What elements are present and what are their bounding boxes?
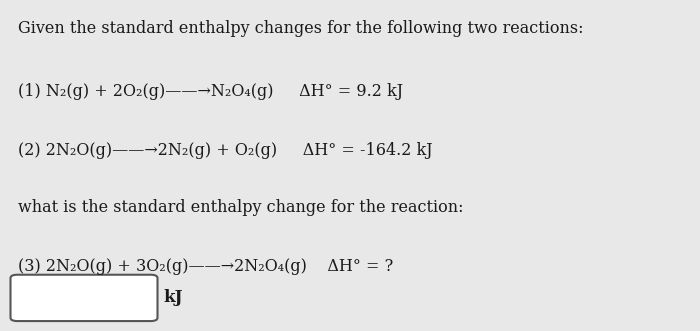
Text: (2) 2N₂O(g)——→2N₂(g) + O₂(g)     ΔH° = -164.2 kJ: (2) 2N₂O(g)——→2N₂(g) + O₂(g) ΔH° = -164.… — [18, 142, 432, 159]
Text: (1) N₂(g) + 2O₂(g)——→N₂O₄(g)     ΔH° = 9.2 kJ: (1) N₂(g) + 2O₂(g)——→N₂O₄(g) ΔH° = 9.2 k… — [18, 83, 402, 100]
Text: Given the standard enthalpy changes for the following two reactions:: Given the standard enthalpy changes for … — [18, 20, 583, 37]
FancyBboxPatch shape — [10, 275, 158, 321]
Text: what is the standard enthalpy change for the reaction:: what is the standard enthalpy change for… — [18, 199, 463, 215]
Text: kJ: kJ — [163, 289, 183, 307]
Text: (3) 2N₂O(g) + 3O₂(g)——→2N₂O₄(g)    ΔH° = ?: (3) 2N₂O(g) + 3O₂(g)——→2N₂O₄(g) ΔH° = ? — [18, 258, 393, 275]
